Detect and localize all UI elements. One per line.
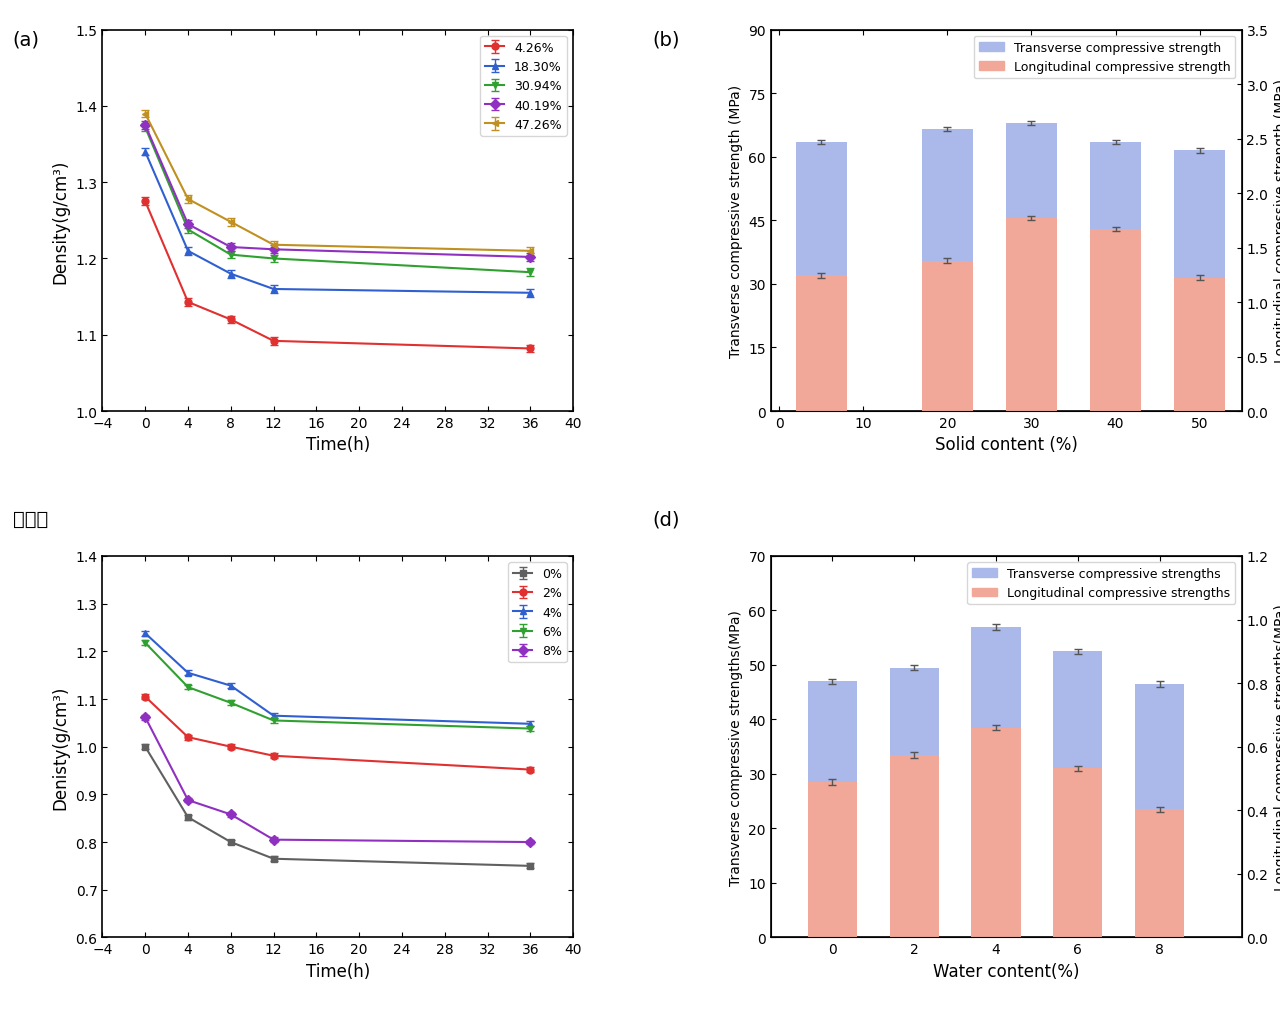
Bar	[972, 627, 1020, 937]
Legend: 4.26%, 18.30%, 30.94%, 40.19%, 47.26%: 4.26%, 18.30%, 30.94%, 40.19%, 47.26%	[480, 37, 567, 137]
Legend: Transverse compressive strength, Longitudinal compressive strength: Transverse compressive strength, Longitu…	[974, 37, 1235, 79]
Bar	[1091, 229, 1140, 412]
Text: (b): (b)	[653, 31, 680, 50]
Bar	[808, 682, 856, 937]
Y-axis label: Denisty(g/cm³): Denisty(g/cm³)	[52, 685, 70, 809]
Bar	[972, 728, 1020, 937]
X-axis label: Solid content (%): Solid content (%)	[934, 436, 1078, 454]
Text: (a): (a)	[13, 31, 40, 50]
Bar	[796, 143, 846, 412]
X-axis label: Time(h): Time(h)	[306, 436, 370, 454]
Text: （ｃ）: （ｃ）	[13, 510, 49, 529]
Bar	[808, 783, 856, 937]
X-axis label: Water content(%): Water content(%)	[933, 962, 1079, 980]
Y-axis label: Longitudinal compressive strength (MPa): Longitudinal compressive strength (MPa)	[1274, 79, 1280, 363]
Y-axis label: Transverse compressive strength (MPa): Transverse compressive strength (MPa)	[728, 85, 742, 358]
Bar	[1135, 809, 1184, 937]
Y-axis label: Longitudinal compressive strengths(MPa): Longitudinal compressive strengths(MPa)	[1274, 603, 1280, 891]
Y-axis label: Transverse compressive strengths(MPa): Transverse compressive strengths(MPa)	[728, 609, 742, 884]
Bar	[1135, 685, 1184, 937]
Bar	[1053, 652, 1102, 937]
Bar	[922, 261, 973, 412]
Y-axis label: Density(g/cm³): Density(g/cm³)	[52, 159, 70, 283]
Bar	[890, 668, 938, 937]
Bar	[1091, 143, 1140, 412]
Bar	[1174, 278, 1225, 412]
Bar	[796, 276, 846, 412]
Bar	[922, 130, 973, 412]
Bar	[1053, 768, 1102, 937]
Bar	[1006, 123, 1057, 412]
Legend: 0%, 2%, 4%, 6%, 8%: 0%, 2%, 4%, 6%, 8%	[508, 562, 567, 662]
Text: (d): (d)	[653, 510, 680, 529]
Legend: Transverse compressive strengths, Longitudinal compressive strengths: Transverse compressive strengths, Longit…	[968, 562, 1235, 605]
Bar	[1006, 219, 1057, 412]
Bar	[890, 755, 938, 937]
Bar	[1174, 151, 1225, 412]
X-axis label: Time(h): Time(h)	[306, 962, 370, 980]
